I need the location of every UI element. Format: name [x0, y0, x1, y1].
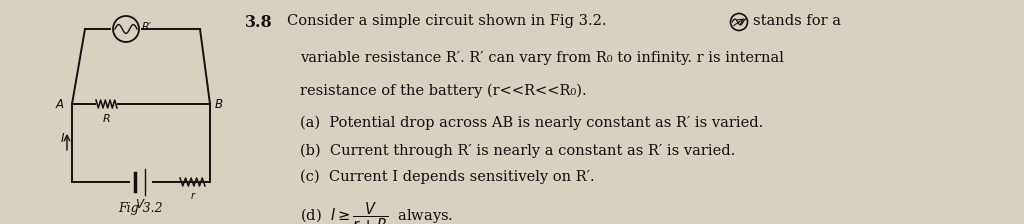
Text: Fig 3.2: Fig 3.2	[119, 202, 163, 215]
Text: Consider a simple circuit shown in Fig 3.2.: Consider a simple circuit shown in Fig 3…	[287, 14, 606, 28]
Text: stands for a: stands for a	[754, 14, 842, 28]
Text: (d)  $I \geq \dfrac{V}{r+R}$  always.: (d) $I \geq \dfrac{V}{r+R}$ always.	[300, 200, 454, 224]
Text: R: R	[102, 114, 111, 124]
Text: R′: R′	[142, 22, 153, 32]
Text: 3.8: 3.8	[245, 14, 272, 31]
Text: I: I	[60, 131, 63, 144]
Text: V: V	[135, 198, 143, 211]
Text: (b)  Current through R′ is nearly a constant as R′ is varied.: (b) Current through R′ is nearly a const…	[300, 144, 735, 158]
Text: variable resistance R′. R′ can vary from R₀ to infinity. r is internal: variable resistance R′. R′ can vary from…	[300, 51, 784, 65]
Text: resistance of the battery (r<<R<<R₀).: resistance of the battery (r<<R<<R₀).	[300, 84, 587, 98]
Text: B: B	[215, 97, 223, 110]
Text: (a)  Potential drop across AB is nearly constant as R′ is varied.: (a) Potential drop across AB is nearly c…	[300, 116, 763, 130]
Text: A: A	[56, 97, 63, 110]
Text: r: r	[190, 191, 195, 201]
Text: (c)  Current I depends sensitively on R′.: (c) Current I depends sensitively on R′.	[300, 170, 595, 184]
